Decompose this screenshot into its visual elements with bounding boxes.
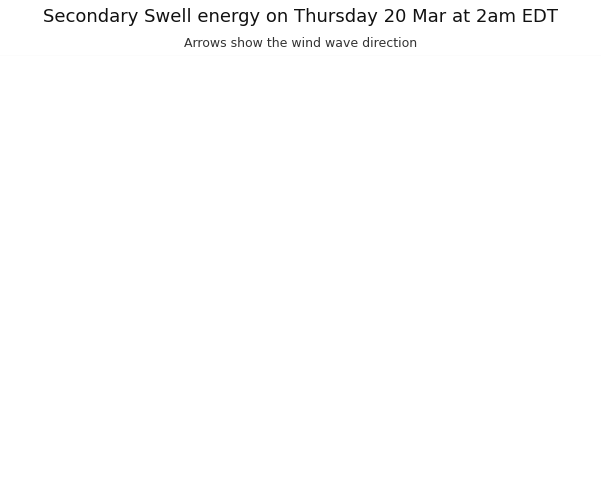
Text: Secondary Swell energy on Thursday 20 Mar at 2am EDT: Secondary Swell energy on Thursday 20 Ma… xyxy=(43,8,558,26)
Text: Arrows show the wind wave direction: Arrows show the wind wave direction xyxy=(184,37,417,50)
Text: cartopy not available: cartopy not available xyxy=(227,264,374,279)
